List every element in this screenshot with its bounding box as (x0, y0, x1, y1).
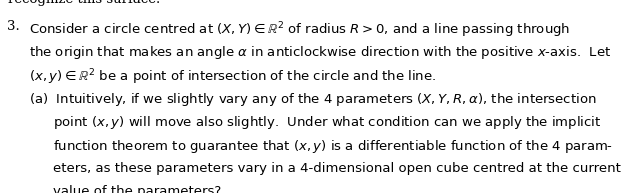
Text: point $(x, y)$ will move also slightly.  Under what condition can we apply the i: point $(x, y)$ will move also slightly. … (53, 114, 602, 131)
Text: (a)  Intuitively, if we slightly vary any of the 4 parameters $(X, Y, R, \alpha): (a) Intuitively, if we slightly vary any… (29, 91, 596, 108)
Text: $(x,y) \in \mathbb{R}^2$ be a point of intersection of the circle and the line.: $(x,y) \in \mathbb{R}^2$ be a point of i… (29, 67, 436, 87)
Text: Consider a circle centred at $(X,Y) \in \mathbb{R}^2$ of radius $R > 0$, and a l: Consider a circle centred at $(X,Y) \in … (29, 20, 570, 40)
Text: 3.: 3. (8, 20, 20, 33)
Text: function theorem to guarantee that $(x, y)$ is a differentiable function of the : function theorem to guarantee that $(x, … (53, 138, 613, 155)
Text: the origin that makes an angle $\alpha$ in anticlockwise direction with the posi: the origin that makes an angle $\alpha$ … (29, 44, 611, 61)
Text: value of the parameters?: value of the parameters? (53, 185, 221, 193)
Text: eters, as these parameters vary in a 4-dimensional open cube centred at the curr: eters, as these parameters vary in a 4-d… (53, 162, 621, 174)
Text: recognize this surface.: recognize this surface. (8, 0, 160, 6)
